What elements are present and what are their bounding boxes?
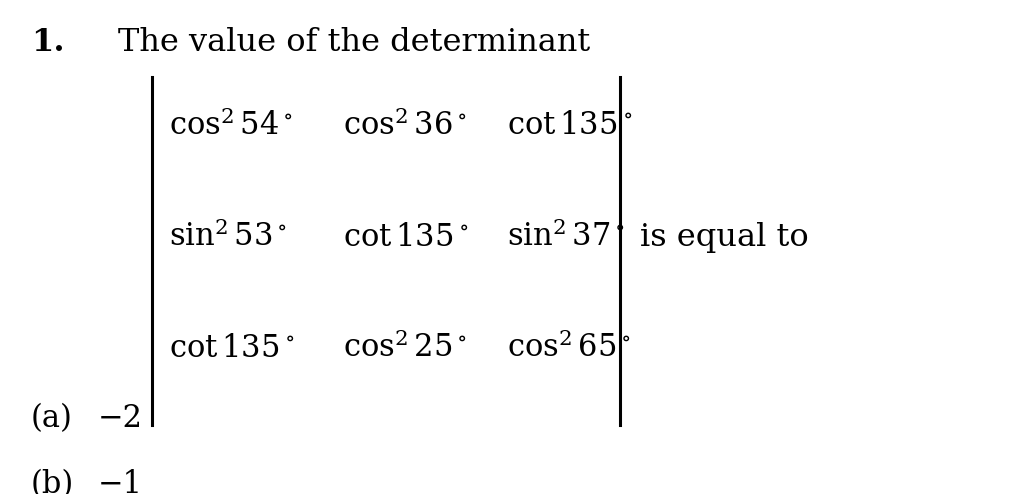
Text: $\cos^2 25^\circ$: $\cos^2 25^\circ$ (343, 332, 467, 364)
Text: (b): (b) (31, 469, 74, 494)
Text: $\sin^2 37^\circ$: $\sin^2 37^\circ$ (507, 221, 625, 253)
Text: $\cot 135^\circ$: $\cot 135^\circ$ (169, 333, 294, 364)
Text: $\cot 135^\circ$: $\cot 135^\circ$ (507, 111, 632, 141)
Text: $\sin^2 53^\circ$: $\sin^2 53^\circ$ (169, 221, 287, 253)
Text: (a): (a) (31, 403, 73, 434)
Text: $\cos^2 36^\circ$: $\cos^2 36^\circ$ (343, 110, 467, 142)
Text: The value of the determinant: The value of the determinant (118, 27, 590, 58)
Text: is equal to: is equal to (640, 222, 809, 252)
Text: −1: −1 (97, 469, 142, 494)
Text: 1.: 1. (31, 27, 65, 58)
Text: $\cos^2 54^\circ$: $\cos^2 54^\circ$ (169, 110, 293, 142)
Text: −2: −2 (97, 403, 142, 434)
Text: $\cot 135^\circ$: $\cot 135^\circ$ (343, 222, 468, 252)
Text: $\cos^2 65^\circ$: $\cos^2 65^\circ$ (507, 332, 631, 364)
